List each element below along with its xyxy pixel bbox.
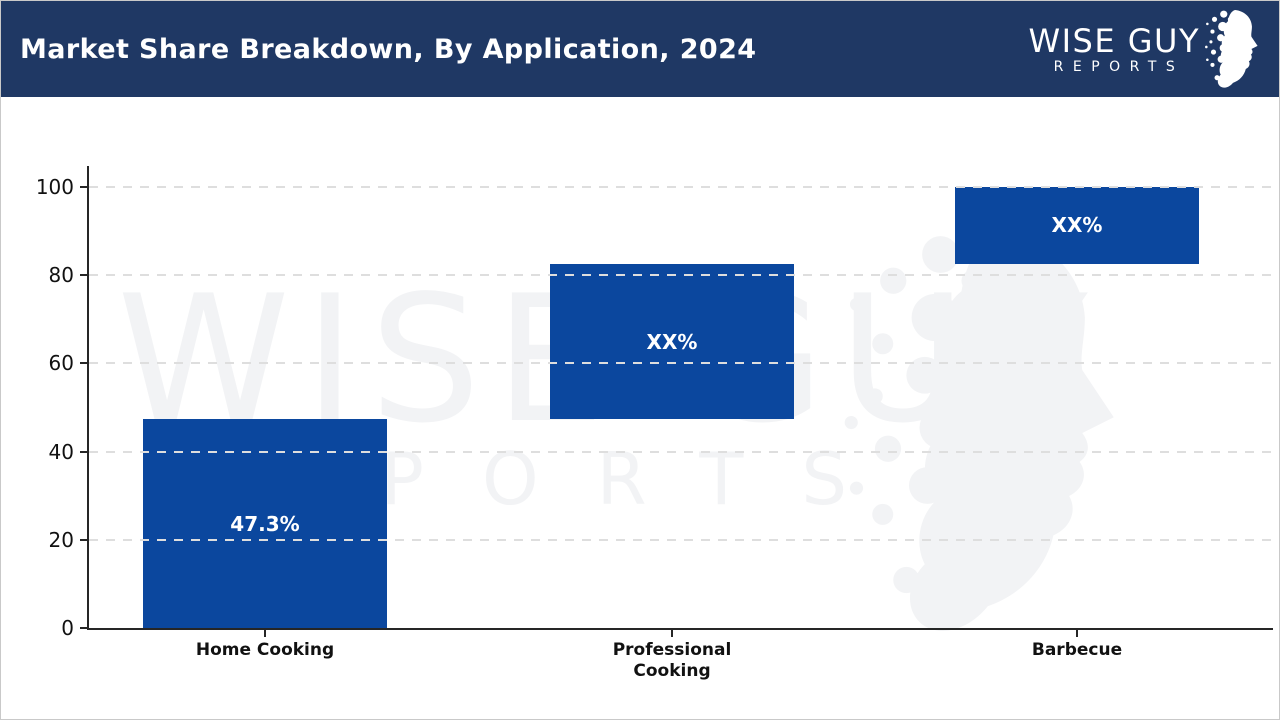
- y-tick-label: 80: [48, 263, 74, 288]
- logo-text: WISE GUY REPORTS: [1028, 25, 1200, 74]
- y-tick-label: 20: [48, 527, 74, 552]
- y-tick-label: 100: [35, 175, 74, 199]
- y-tick-label: 0: [61, 616, 74, 640]
- bar-segment: [550, 263, 794, 420]
- wise-guy-logo: WISE GUY REPORTS: [1028, 8, 1265, 90]
- y-tick-mark: [80, 627, 87, 629]
- bar-segment: [143, 419, 387, 628]
- y-tick-label: 40: [48, 439, 74, 464]
- x-tick-mark: [671, 630, 673, 637]
- bar-value-label: XX%: [1051, 213, 1103, 238]
- logo-head-icon: [1205, 10, 1258, 88]
- page-title: Market Share Breakdown, By Application, …: [20, 33, 757, 65]
- logo-wordmark-line2: REPORTS: [1053, 58, 1185, 75]
- logo-wordmark-line1: WISE GUY: [1028, 21, 1200, 60]
- gridline: [89, 186, 1273, 188]
- bar-value-label: 47.3%: [230, 511, 300, 536]
- y-tick-mark: [80, 274, 87, 277]
- x-axis-line: [87, 628, 1273, 630]
- bar-value-label: XX%: [646, 329, 698, 354]
- y-tick-label: 60: [48, 351, 74, 376]
- x-tick-mark: [264, 630, 266, 637]
- y-axis-line: [87, 166, 89, 630]
- x-tick-label: Barbecue: [1031, 640, 1123, 660]
- gridline: [89, 274, 1273, 277]
- y-tick-mark: [80, 362, 87, 365]
- x-tick-mark: [1076, 630, 1078, 637]
- gridline: [89, 538, 1273, 541]
- gridline: [89, 362, 1273, 365]
- y-tick-mark: [80, 186, 87, 188]
- y-tick-mark: [80, 450, 87, 453]
- x-tick-label: Professional Cooking: [612, 640, 732, 682]
- gridline: [89, 450, 1273, 453]
- x-tick-label: Home Cooking: [195, 640, 335, 660]
- header-bar: Market Share Breakdown, By Application, …: [1, 1, 1279, 97]
- y-tick-mark: [80, 538, 87, 541]
